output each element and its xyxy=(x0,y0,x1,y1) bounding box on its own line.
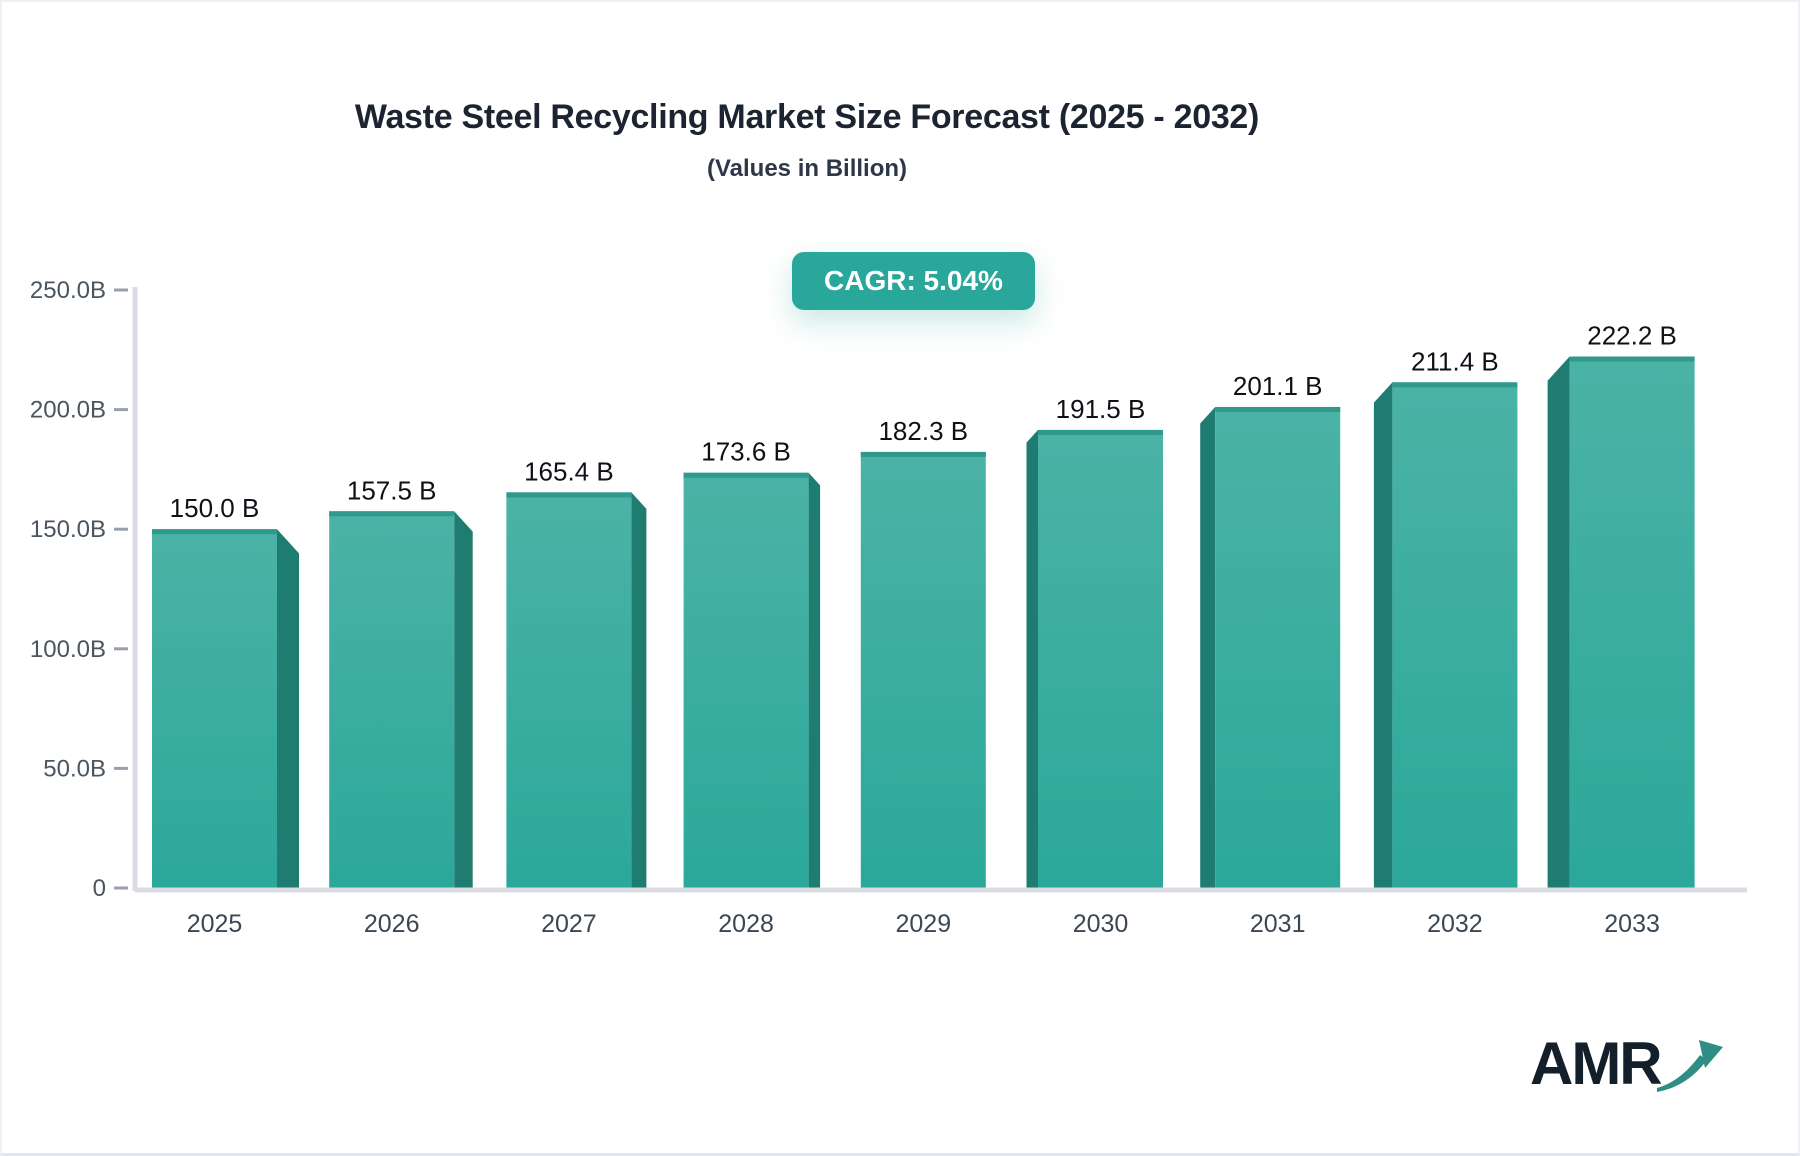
bar-value-label: 222.2 B xyxy=(1587,320,1677,350)
bar-side-face xyxy=(808,472,821,888)
bar xyxy=(683,472,809,888)
bar-value-label: 173.6 B xyxy=(701,437,791,467)
x-axis-label: 2033 xyxy=(1604,910,1660,938)
bar-value-label: 182.3 B xyxy=(878,416,968,446)
bar xyxy=(1569,356,1695,889)
x-axis-label: 2031 xyxy=(1250,910,1306,938)
bar-side-face xyxy=(1026,429,1038,888)
bar-value-label: 201.1 B xyxy=(1233,371,1323,401)
bar-top-edge xyxy=(1038,429,1163,435)
x-axis-label: 2028 xyxy=(718,910,774,938)
chart-title: Waste Steel Recycling Market Size Foreca… xyxy=(354,98,1260,136)
bar-side-face xyxy=(631,492,647,888)
bar-side-face xyxy=(454,511,473,888)
bar xyxy=(860,451,986,888)
y-axis-label: 150.0B xyxy=(30,516,106,543)
bar-value-label: 150.0 B xyxy=(170,493,260,523)
bar-value-label: 165.4 B xyxy=(524,456,614,486)
bar-side-face xyxy=(1373,382,1393,888)
cagr-badge: CAGR: 5.04% xyxy=(792,252,1035,310)
bar xyxy=(152,529,277,888)
bar-top-edge xyxy=(683,472,809,478)
bar-side-face xyxy=(1547,356,1570,889)
bar xyxy=(1038,429,1163,888)
y-axis-label: 100.0B xyxy=(30,636,106,663)
x-axis-label: 2027 xyxy=(541,910,597,938)
y-axis-label: 200.0B xyxy=(30,397,106,424)
bar xyxy=(329,511,455,888)
bar-value-label: 191.5 B xyxy=(1056,394,1146,424)
bar-top-edge xyxy=(329,511,455,517)
bar-top-edge xyxy=(860,451,986,457)
bar-side-face xyxy=(277,529,299,888)
chart-header: Waste Steel Recycling Market Size Foreca… xyxy=(2,2,1612,183)
bar xyxy=(506,492,632,888)
x-axis-label: 2025 xyxy=(187,910,243,938)
bar-top-edge xyxy=(152,529,277,535)
chart-subtitle: (Values in Billion) xyxy=(706,155,908,182)
bar-value-label: 211.4 B xyxy=(1411,346,1499,376)
x-axis-label: 2026 xyxy=(364,910,420,938)
y-axis-label: 0 xyxy=(93,875,106,902)
x-axis-label: 2029 xyxy=(895,910,951,938)
bar-top-edge xyxy=(506,492,632,498)
bar-value-label: 157.5 B xyxy=(347,475,437,505)
x-axis-label: 2030 xyxy=(1073,910,1129,938)
y-axis-label: 250.0B xyxy=(30,277,106,304)
bar-top-edge xyxy=(1569,356,1695,362)
y-axis-label: 50.0B xyxy=(43,755,106,782)
logo-text: AMR xyxy=(1530,1030,1663,1097)
amr-logo: AMR xyxy=(1530,1034,1725,1098)
bar xyxy=(1215,406,1341,888)
bar-top-edge xyxy=(1215,406,1341,412)
bar-side-face xyxy=(1200,406,1216,888)
trend-up-arrow-icon xyxy=(1656,1040,1723,1092)
x-axis-label: 2032 xyxy=(1427,910,1483,938)
bar-top-edge xyxy=(1392,382,1518,388)
bar xyxy=(1392,382,1518,888)
